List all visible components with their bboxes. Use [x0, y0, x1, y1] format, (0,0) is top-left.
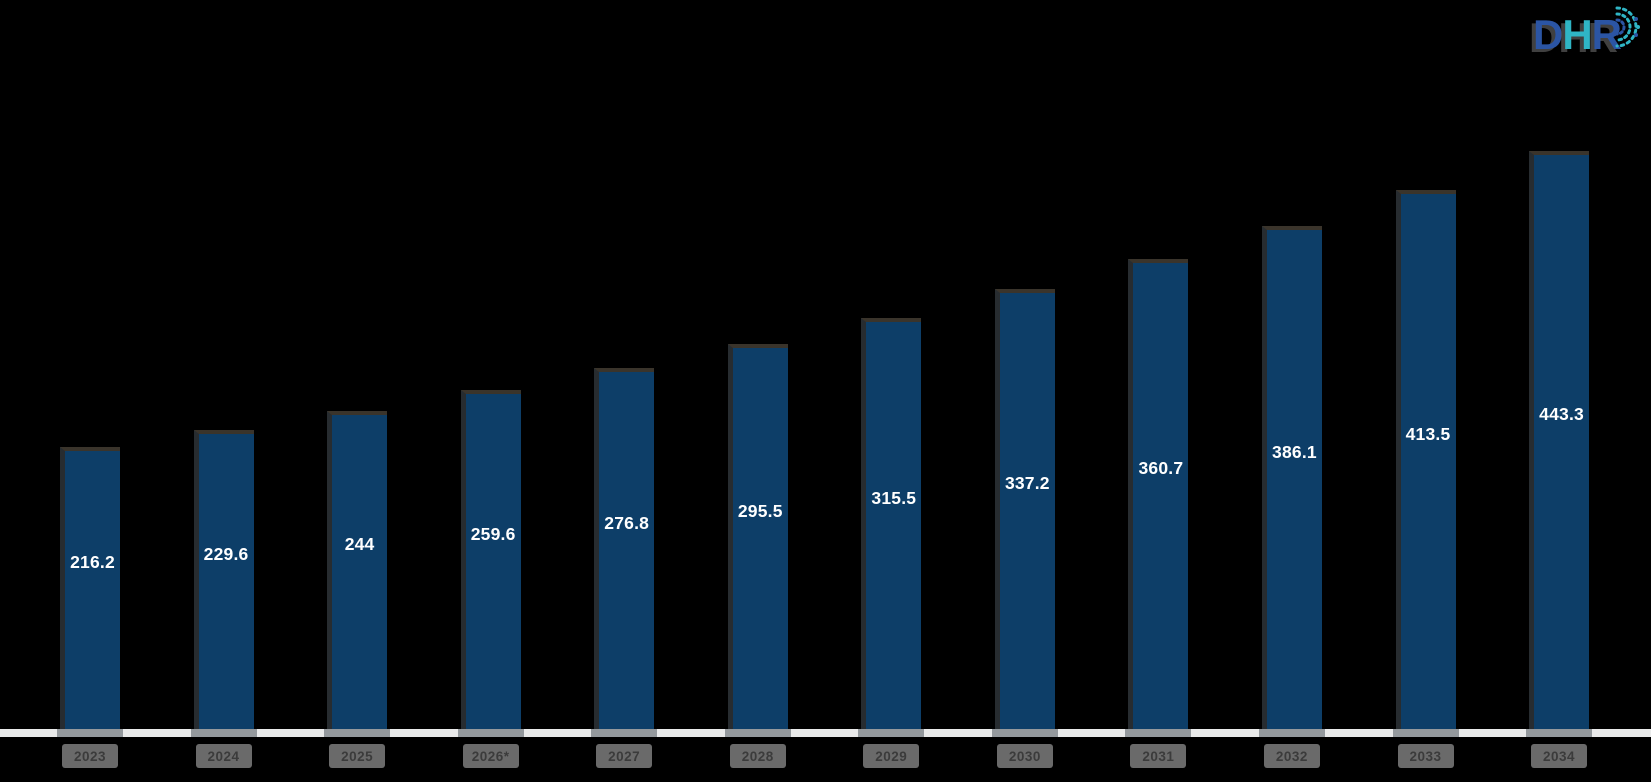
- bar-value-label: 276.8: [604, 512, 650, 533]
- bar-base-shadow: [324, 729, 391, 737]
- x-axis-label: 2034: [1531, 744, 1588, 768]
- x-axis-label: 2028: [729, 744, 786, 768]
- x-axis-line: [0, 729, 1651, 737]
- bar-value-label: 244: [344, 534, 375, 554]
- bar-value-label: 443.3: [1539, 404, 1584, 424]
- bar: 295.5: [727, 344, 788, 729]
- bar-base-shadow: [1125, 729, 1192, 737]
- bar-value-label: 386.1: [1272, 441, 1317, 462]
- logo-letter-d: D: [1532, 11, 1563, 58]
- x-axis-label: 2027: [596, 744, 653, 768]
- bar-value-label: 337.2: [1004, 473, 1050, 493]
- bar-base-shadow: [190, 729, 257, 737]
- x-axis-label: 2026*: [462, 744, 519, 768]
- bar: 315.5: [861, 318, 922, 729]
- bar-base-shadow: [57, 729, 123, 737]
- bar: 244: [327, 411, 388, 729]
- bar: 216.2: [60, 447, 120, 729]
- bar-value-label: 360.7: [1138, 458, 1184, 478]
- x-axis-label: 2024: [195, 744, 252, 768]
- bar-base-shadow: [457, 729, 524, 737]
- x-axis-label: 2033: [1397, 744, 1454, 768]
- dhr-logo: D H R: [1532, 6, 1640, 58]
- x-axis-label: 2032: [1263, 744, 1320, 768]
- bar-value-label: 259.6: [470, 523, 516, 544]
- bar-value-label: 295.5: [737, 500, 783, 521]
- bar: 259.6: [460, 390, 521, 729]
- bar: 337.2: [994, 289, 1055, 729]
- x-axis-label: 2025: [329, 744, 386, 768]
- bar-value-label: 315.5: [871, 487, 917, 508]
- bar-base-shadow: [858, 729, 925, 737]
- logo-letter-h: H: [1562, 11, 1592, 58]
- bar-base-shadow: [1526, 729, 1593, 737]
- bar-base-shadow: [724, 729, 791, 737]
- bar: 276.8: [594, 368, 655, 729]
- bar: 443.3: [1529, 151, 1590, 729]
- bar-value-label: 216.2: [70, 552, 115, 572]
- x-axis-label: 2031: [1130, 744, 1187, 768]
- x-axis-label: 2030: [996, 744, 1053, 768]
- bar-value-label: 229.6: [203, 543, 249, 564]
- bar: 413.5: [1395, 190, 1456, 729]
- bar-value-label: 413.5: [1405, 423, 1451, 444]
- bar-base-shadow: [1392, 729, 1459, 737]
- bar: 386.1: [1261, 226, 1322, 729]
- bar-base-shadow: [591, 729, 658, 737]
- bar-base-shadow: [1258, 729, 1325, 737]
- x-axis-label: 2023: [62, 744, 118, 768]
- x-axis-label: 2029: [863, 744, 920, 768]
- bar: 229.6: [193, 430, 254, 729]
- bar-base-shadow: [991, 729, 1058, 737]
- bar: 360.7: [1128, 259, 1189, 729]
